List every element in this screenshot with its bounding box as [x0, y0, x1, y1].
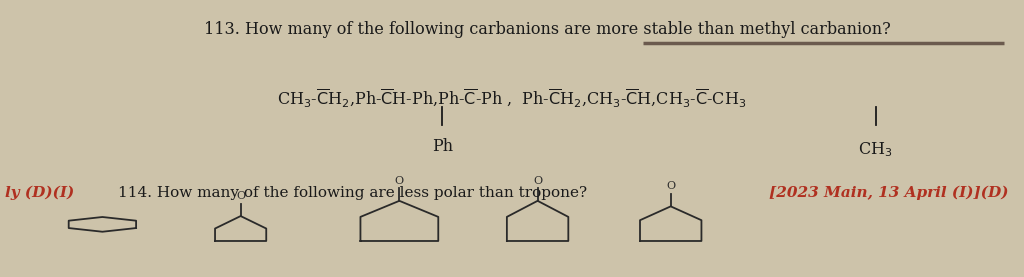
Text: O: O [395, 176, 403, 186]
Text: O: O [667, 181, 675, 191]
Text: O: O [534, 176, 542, 186]
Text: ly (D)(I): ly (D)(I) [5, 185, 75, 200]
Text: CH$_3$-$\overline{\rm C}$H$_2$,Ph-$\overline{\rm C}$H-Ph,Ph-$\overline{\rm C}$-P: CH$_3$-$\overline{\rm C}$H$_2$,Ph-$\over… [278, 87, 746, 109]
Text: CH$_3$: CH$_3$ [858, 140, 893, 159]
Text: O: O [237, 191, 245, 201]
Text: [2023 Main, 13 April (I)](D): [2023 Main, 13 April (I)](D) [769, 185, 1009, 200]
Text: 114. How many of the following are less polar than tropone?: 114. How many of the following are less … [118, 186, 587, 199]
Text: Ph: Ph [432, 138, 453, 155]
Text: 113. How many of the following carbanions are more stable than methyl carbanion?: 113. How many of the following carbanion… [205, 20, 891, 38]
